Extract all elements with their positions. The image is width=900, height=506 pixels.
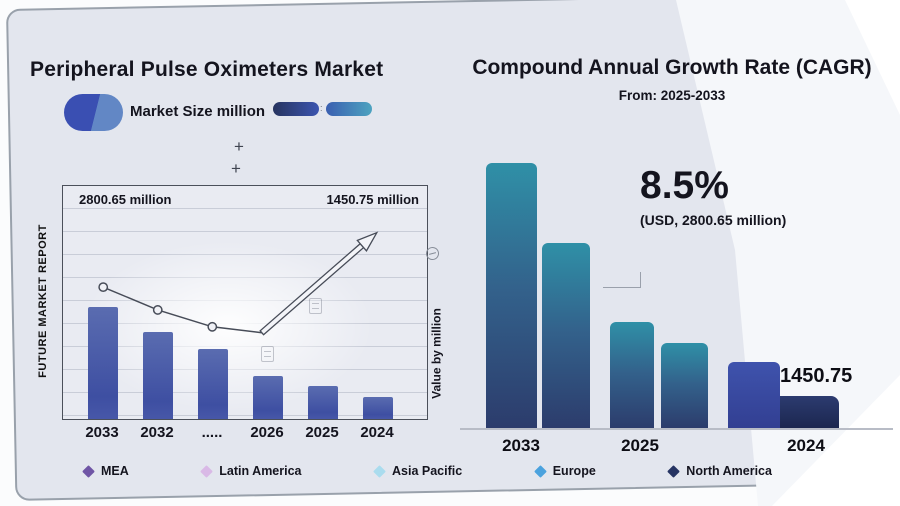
market-size-bar-chart: 2800.65 million 1450.75 million	[62, 185, 428, 420]
gradient-pill-icon-teal	[326, 102, 372, 116]
legend-item-north-america: North America	[667, 464, 772, 478]
market-size-bar-2032	[143, 332, 173, 419]
x-axis-label: 2033	[502, 436, 540, 455]
arrow-head	[356, 231, 379, 252]
cagr-bar-chart: 1450.75	[460, 150, 893, 430]
legend-item-latin-america: Latin America	[200, 464, 302, 478]
cagr-note: (USD, 2800.65 million)	[640, 212, 787, 228]
right-x-axis-labels: 2033 2025 2024	[460, 436, 893, 458]
trend-line-arrow	[98, 231, 379, 336]
pill-separator: :	[320, 103, 323, 113]
diamond-marker-icon	[533, 464, 547, 478]
market-size-bar-2033	[88, 307, 118, 419]
arrow-shaft	[259, 242, 365, 336]
x-axis-label: 2024	[360, 424, 394, 441]
chart-annotation-2033: 2800.65 million	[79, 192, 172, 207]
legend-item-asia-pacific: Asia Pacific	[373, 464, 463, 478]
x-axis-label: 2032	[140, 424, 174, 441]
bar-value-label: 1450.75	[780, 365, 853, 387]
value-axis-label: Value by million	[429, 308, 444, 399]
plus-mark-icon: +	[234, 137, 244, 156]
legend-label: Latin America	[219, 464, 302, 478]
cagr-subtitle: From: 2025-2033	[618, 88, 726, 103]
x-axis-label: 2026	[250, 424, 284, 441]
x-axis-label: 2025	[305, 424, 339, 441]
market-size-bar-2024	[363, 397, 393, 419]
region-legend: MEA Latin America Asia Pacific Europe North …	[82, 464, 772, 478]
cagr-title: Compound Annual Growth Rate (CAGR)	[472, 56, 872, 79]
legend-label: Europe	[552, 464, 596, 478]
cagr-bar-2	[610, 322, 654, 428]
legend-label: MEA	[101, 464, 129, 478]
x-axis-label: 2033	[85, 424, 119, 441]
market-size-bar-2025	[308, 386, 338, 419]
cagr-bar-3	[661, 343, 708, 428]
clipboard-ghost-icon	[309, 298, 322, 314]
legend-item-mea: MEA	[82, 464, 129, 478]
market-size-label: Market Size million	[130, 103, 266, 120]
left-x-axis-labels: 2033 2032..... 2026 2025 2024	[62, 424, 428, 444]
diamond-marker-icon	[373, 464, 386, 478]
cagr-bar-4	[728, 362, 780, 428]
legend-label: North America	[686, 464, 772, 478]
x-axis-label: 2024	[787, 436, 825, 455]
trend-marker	[152, 305, 163, 315]
clipboard-ghost-icon	[261, 346, 274, 362]
diamond-marker-icon	[200, 464, 214, 478]
legend-label: Asia Pacific	[392, 464, 463, 478]
left-axis-watermark: FUTURE MARKET REPORT	[37, 224, 49, 378]
trend-marker	[98, 282, 109, 293]
gradient-pill-icon-dark	[273, 102, 319, 116]
bar-group	[63, 186, 427, 419]
page-title: Peripheral Pulse Oximeters Market	[30, 58, 384, 81]
cagr-bar-1	[542, 243, 590, 428]
market-size-bar-2026	[253, 376, 283, 419]
step-line-annotation	[603, 272, 641, 288]
cagr-bar-0	[486, 163, 537, 428]
chart-annotation-2024: 1450.75 million	[326, 192, 420, 207]
market-size-bar-.....	[198, 349, 228, 419]
cloud-watermark	[83, 241, 373, 411]
plus-mark-icon: +	[231, 159, 241, 178]
legend-item-europe: Europe	[533, 464, 596, 478]
cagr-bar-5	[780, 396, 839, 428]
x-axis-label: .....	[201, 424, 223, 441]
trend-marker	[207, 321, 218, 332]
diamond-marker-icon	[82, 464, 95, 478]
x-axis-label: 2025	[621, 436, 659, 455]
cagr-value: 8.5%	[640, 164, 729, 207]
capsule-pill-icon	[64, 94, 123, 131]
diamond-marker-icon	[667, 464, 681, 478]
